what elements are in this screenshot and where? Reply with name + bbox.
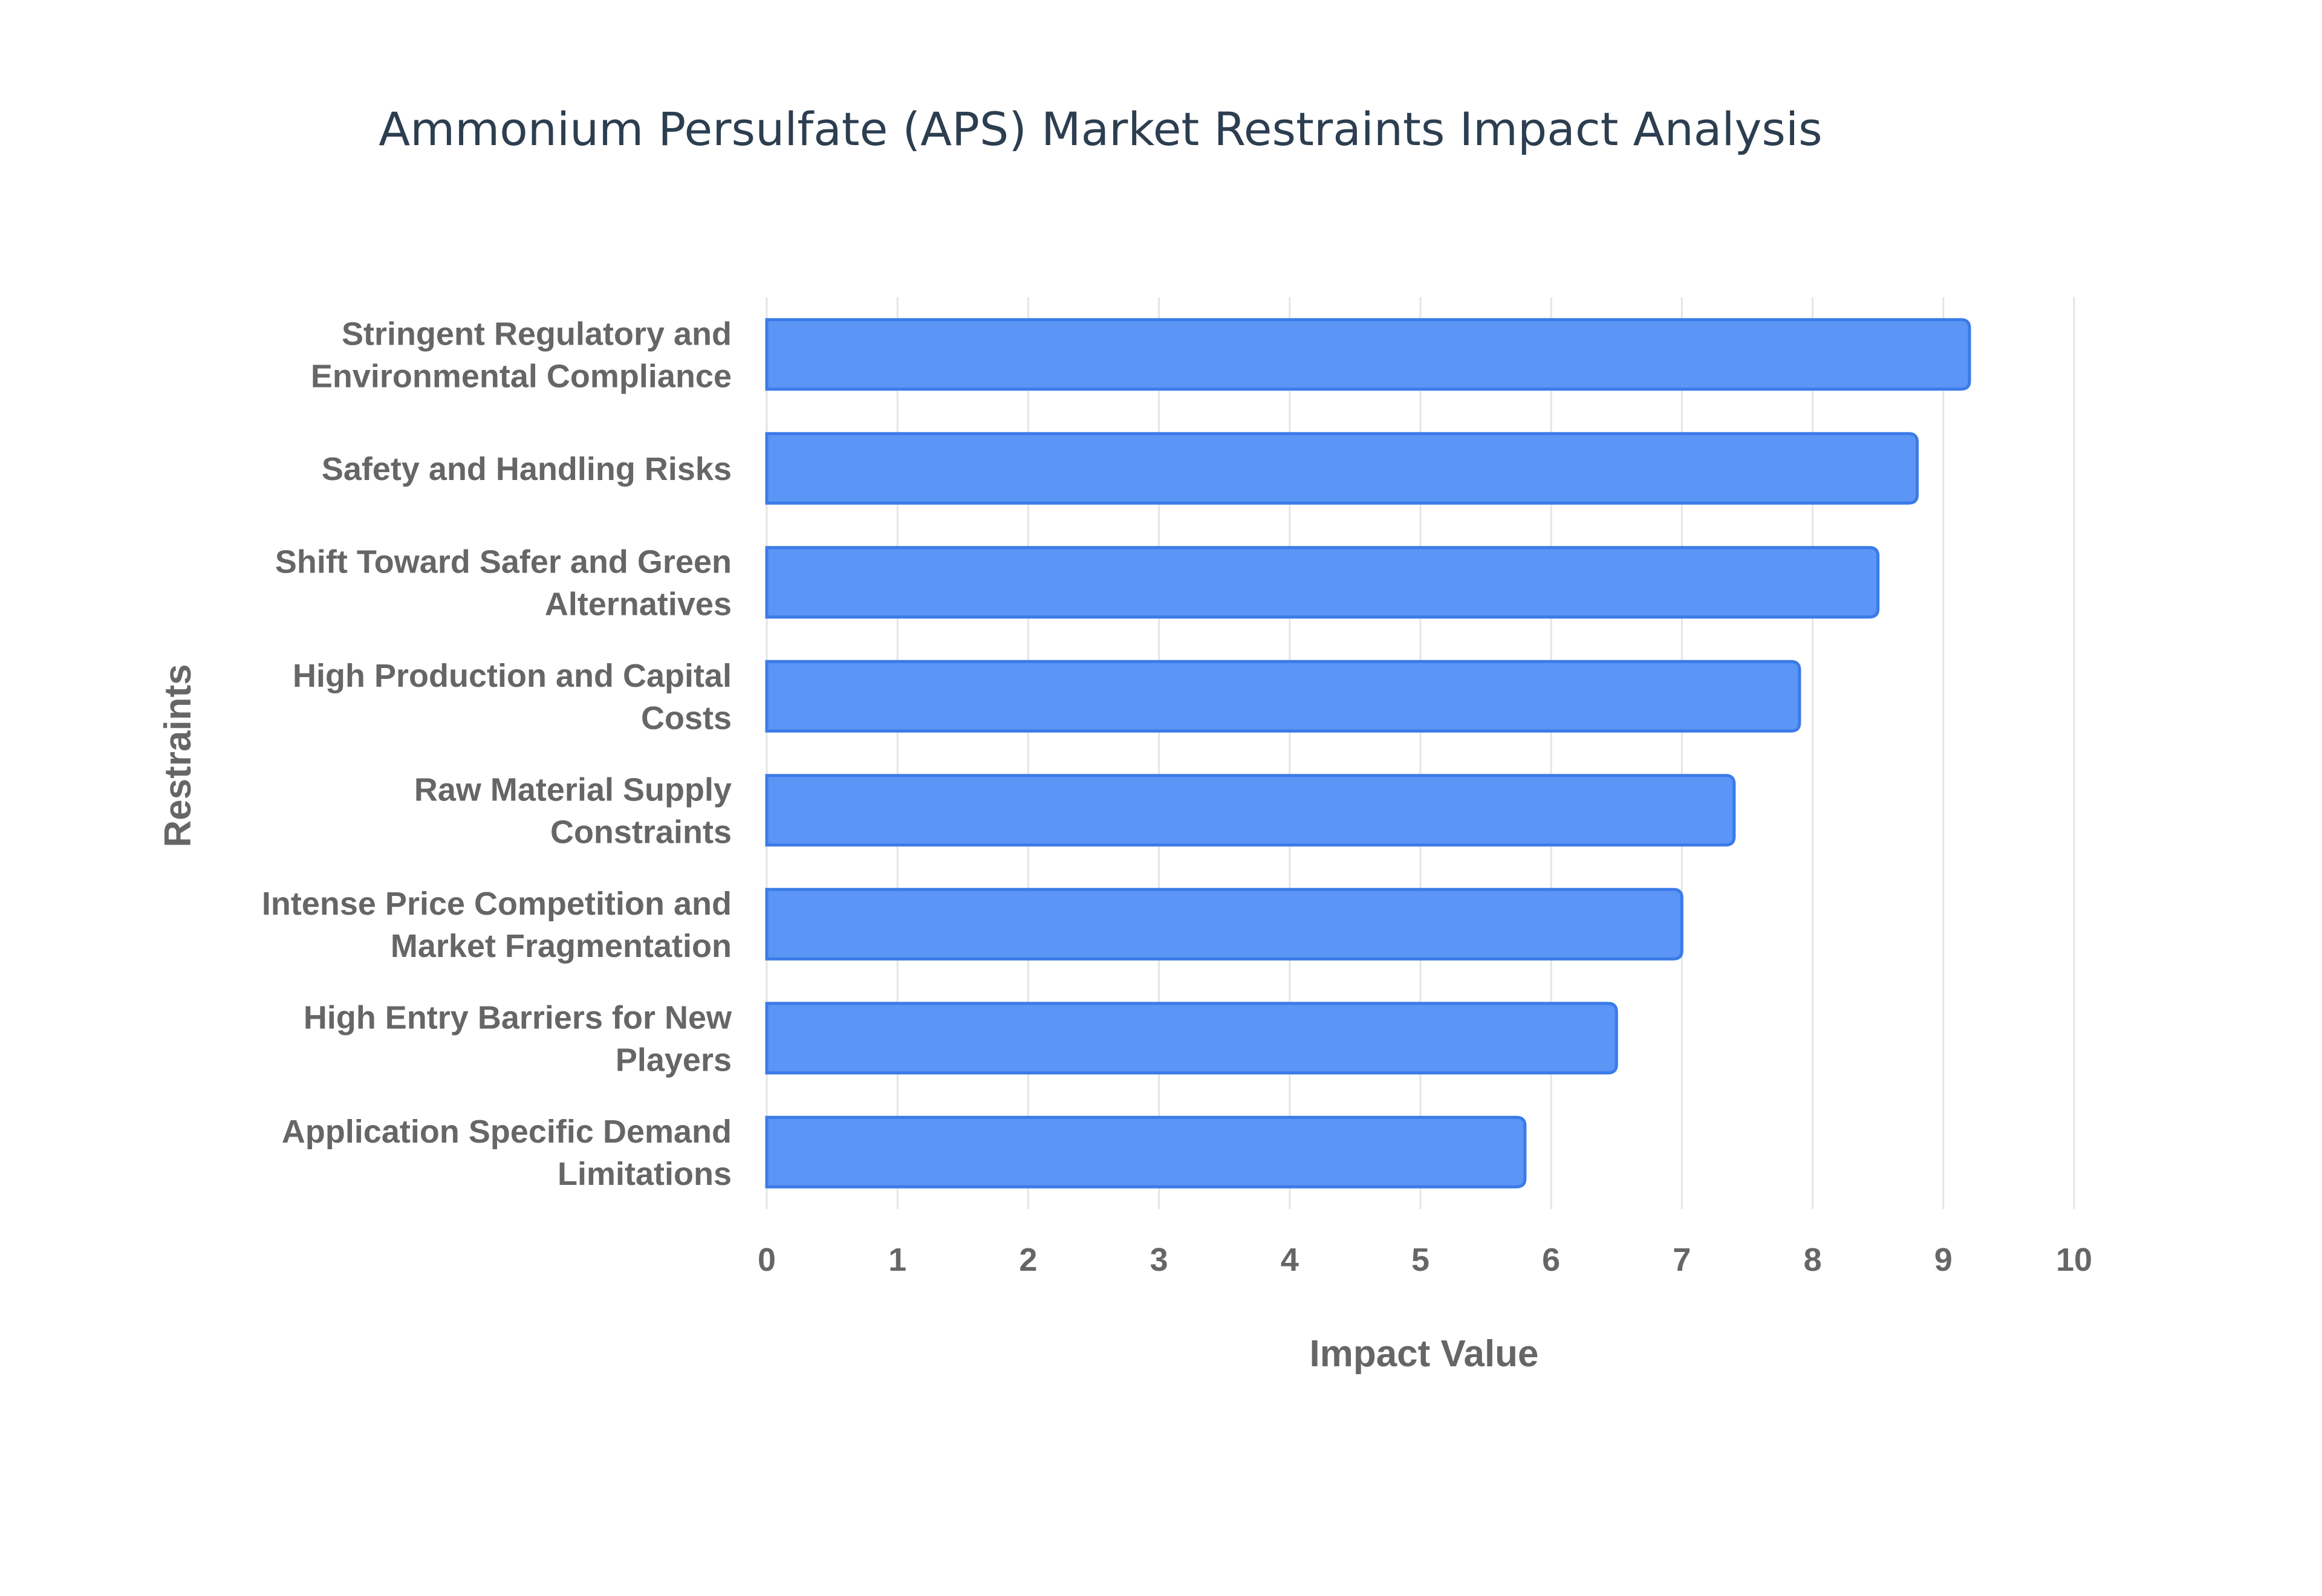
x-tick-label: 3 xyxy=(1150,1242,1168,1278)
category-labels: Stringent Regulatory and Environmental Co… xyxy=(262,316,732,1192)
category-label: Costs xyxy=(641,700,732,736)
x-tick-label: 8 xyxy=(1804,1242,1822,1278)
x-tick-label: 2 xyxy=(1019,1242,1037,1278)
category-label: Intense Price Competition and xyxy=(262,886,732,922)
chart-title: Ammonium Persulfate (APS) Market Restrai… xyxy=(379,102,1823,156)
y-axis-title: Restraints xyxy=(157,664,199,847)
category-label: Application Specific Demand xyxy=(282,1114,732,1150)
category-label: Safety and Handling Risks xyxy=(322,451,732,487)
category-label: High Production and Capital xyxy=(293,658,732,694)
bar xyxy=(765,318,1971,391)
x-tick-labels: 0 1 2 3 4 5 6 7 8 9 10 xyxy=(758,1242,2092,1278)
x-axis-title: Impact Value xyxy=(1309,1333,1538,1375)
category-label: Raw Material Supply xyxy=(414,771,732,808)
bar xyxy=(765,774,1736,847)
category-label: Constraints xyxy=(550,814,732,850)
x-tick-label: 4 xyxy=(1281,1242,1299,1278)
category-label: Shift Toward Safer and Green xyxy=(275,543,732,580)
x-tick-label: 0 xyxy=(758,1242,776,1278)
category-label: Market Fragmentation xyxy=(391,928,732,964)
bar xyxy=(765,660,1801,733)
x-tick-label: 7 xyxy=(1673,1242,1691,1278)
x-tick-label: 9 xyxy=(1934,1242,1953,1278)
bar xyxy=(765,887,1683,961)
x-tick-label: 10 xyxy=(2056,1242,2092,1278)
bar xyxy=(765,1115,1527,1189)
bar xyxy=(765,432,1919,505)
category-label: Alternatives xyxy=(545,586,732,622)
bars xyxy=(765,318,1971,1189)
x-tick-label: 1 xyxy=(888,1242,906,1278)
category-label: Players xyxy=(616,1042,732,1078)
bar xyxy=(765,546,1880,619)
category-label: Limitations xyxy=(558,1156,732,1192)
x-tick-label: 6 xyxy=(1542,1242,1560,1278)
bar xyxy=(765,1002,1618,1075)
category-label: Stringent Regulatory and xyxy=(342,316,732,352)
x-tick-label: 5 xyxy=(1411,1242,1429,1278)
category-label: High Entry Barriers for New xyxy=(304,999,732,1036)
category-label: Environmental Compliance xyxy=(311,358,732,394)
